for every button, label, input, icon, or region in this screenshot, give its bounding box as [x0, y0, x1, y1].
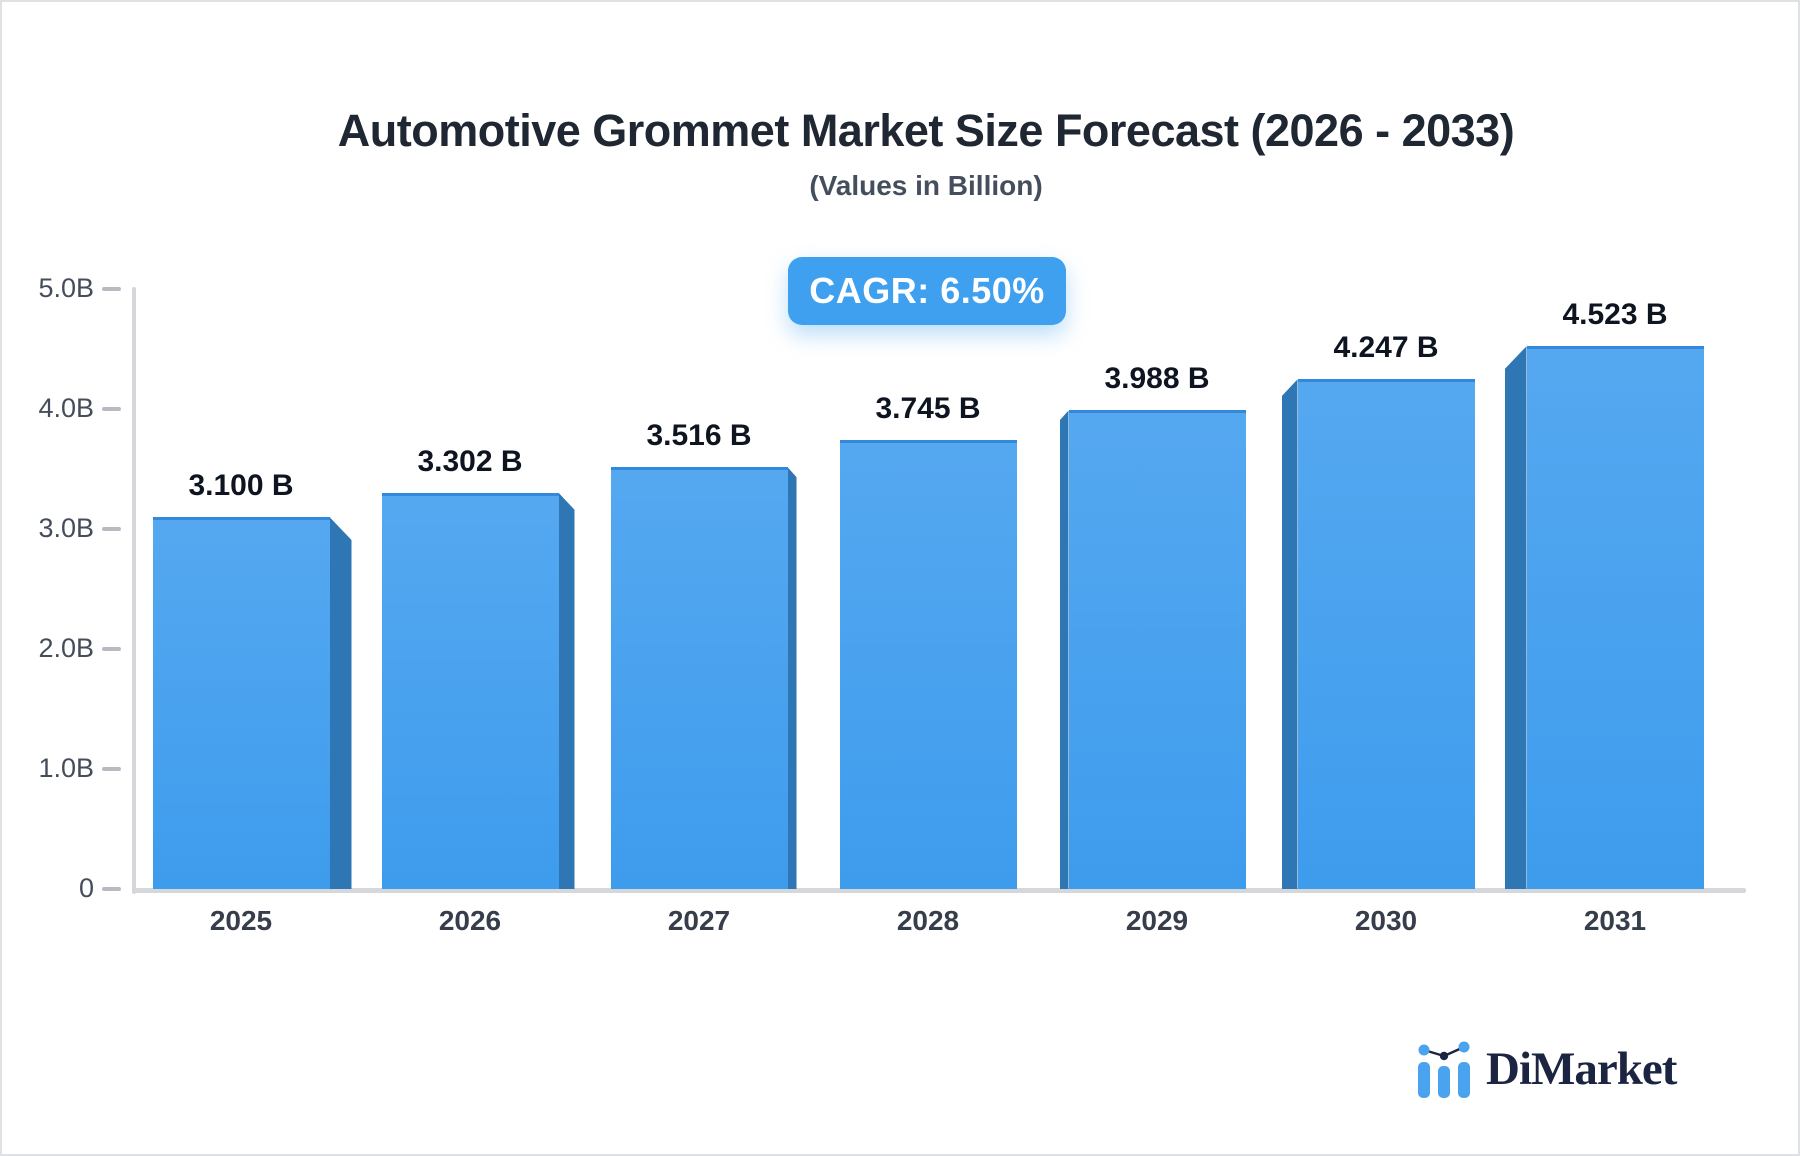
chart-subtitle: (Values in Billion) — [809, 170, 1043, 201]
y-axis-line — [132, 287, 136, 894]
y-tick-dash — [102, 887, 121, 891]
bar-2026 — [381, 492, 559, 889]
bar-value-label: 3.745 B — [875, 391, 981, 425]
y-tick-label: 3.0B — [38, 513, 94, 543]
y-tick-label: 4.0B — [38, 393, 94, 423]
logo: DiMarket — [1418, 1040, 1677, 1098]
x-axis-label: 2029 — [1125, 905, 1189, 936]
y-tick-dash — [102, 407, 121, 411]
bar-side-face-2027 — [787, 467, 797, 889]
y-tick-label: 1.0B — [38, 753, 94, 783]
bar-side-face-2029 — [1059, 410, 1069, 889]
bar-2028 — [839, 439, 1017, 889]
chart-title: Automotive Grommet Market Size Forecast … — [337, 105, 1515, 156]
bar-2031 — [1526, 346, 1704, 889]
bar-side-face-2031 — [1504, 346, 1527, 889]
logo-text: DiMarket — [1486, 1042, 1677, 1095]
bar-2030 — [1297, 379, 1475, 889]
bar-2027 — [610, 467, 788, 889]
bar-2029 — [1068, 410, 1246, 889]
y-tick-dash — [102, 647, 121, 651]
bar-value-label: 3.988 B — [1104, 362, 1210, 396]
bar-side-face-2025 — [329, 517, 352, 889]
y-tick-label: 2.0B — [38, 633, 94, 663]
bar-value-label: 3.516 B — [646, 419, 752, 453]
x-axis-label: 2028 — [896, 905, 960, 936]
x-axis-label: 2026 — [438, 905, 502, 936]
y-tick-label: 5.0B — [38, 273, 94, 303]
cagr-badge: CAGR: 6.50% — [788, 257, 1066, 325]
y-tick-dash — [102, 527, 121, 531]
bar-2025 — [152, 517, 330, 889]
bar-chart-logo-icon — [1418, 1041, 1470, 1098]
x-axis-label: 2031 — [1583, 905, 1647, 936]
bar-value-label: 3.100 B — [188, 469, 294, 502]
x-axis-line — [132, 888, 1746, 893]
bar-value-label: 4.247 B — [1333, 331, 1439, 365]
y-tick-label: 0 — [78, 873, 94, 903]
bar-side-face-2030 — [1281, 379, 1298, 889]
bar-value-label: 3.302 B — [417, 444, 523, 478]
y-tick-dash — [102, 287, 121, 291]
y-tick-dash — [102, 767, 121, 771]
bar-value-label: 4.523 B — [1562, 298, 1668, 332]
x-axis-label: 2025 — [209, 905, 273, 936]
bar-side-face-2026 — [558, 492, 575, 889]
x-axis-label: 2027 — [667, 905, 731, 936]
x-axis-label: 2030 — [1354, 905, 1418, 936]
